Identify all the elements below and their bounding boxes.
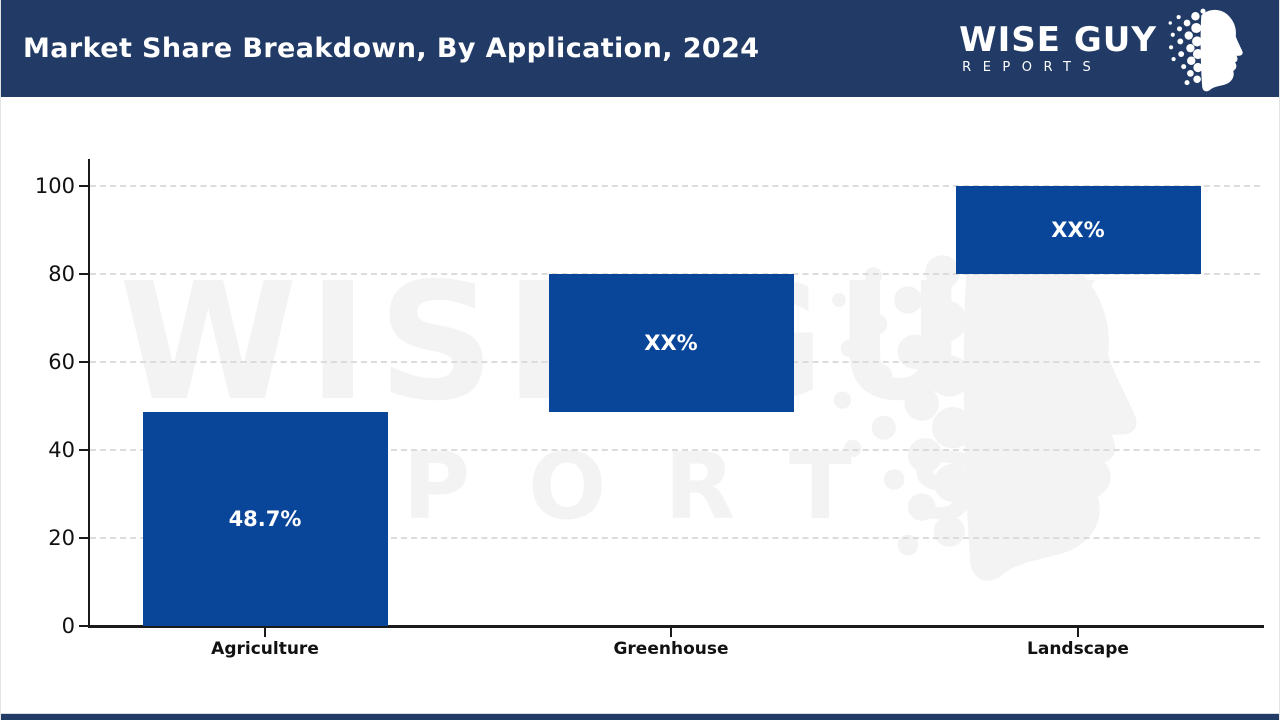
y-tick-label: 100 bbox=[34, 174, 75, 198]
y-tick-label: 60 bbox=[48, 350, 75, 374]
y-axis-tick bbox=[79, 537, 88, 539]
bar-value-label: 48.7% bbox=[228, 506, 302, 531]
x-axis-line bbox=[88, 625, 1264, 628]
y-tick-label: 40 bbox=[48, 438, 75, 462]
bar-agriculture: 48.7% bbox=[142, 411, 388, 626]
gridline bbox=[90, 185, 1260, 187]
x-tick-label: Landscape bbox=[1027, 639, 1129, 659]
x-axis-tick bbox=[264, 628, 266, 637]
x-axis-tick bbox=[1077, 628, 1079, 637]
y-axis-line bbox=[88, 159, 90, 627]
page-title: Market Share Breakdown, By Application, … bbox=[23, 33, 760, 64]
logo-face-icon bbox=[1168, 8, 1243, 91]
y-axis-tick bbox=[79, 361, 88, 363]
x-tick-label: Greenhouse bbox=[613, 639, 729, 659]
y-axis-tick bbox=[79, 625, 88, 627]
y-tick-label: 80 bbox=[48, 262, 75, 286]
header-bar: Market Share Breakdown, By Application, … bbox=[1, 0, 1279, 97]
gridline bbox=[90, 449, 1260, 451]
x-tick-label: Agriculture bbox=[211, 639, 319, 659]
bar-value-label: XX% bbox=[644, 330, 698, 355]
y-tick-label: 20 bbox=[48, 526, 75, 550]
wise-guy-logo: WISE GUY REPORTS bbox=[959, 5, 1245, 93]
x-axis-tick bbox=[670, 628, 672, 637]
logo-wordmark: WISE GUY bbox=[959, 20, 1157, 60]
gridline bbox=[90, 537, 1260, 539]
watermark-face-icon bbox=[832, 241, 1137, 581]
y-tick-label: 0 bbox=[61, 614, 75, 638]
y-axis-tick bbox=[79, 449, 88, 451]
footer-bar bbox=[1, 713, 1279, 720]
y-axis-tick bbox=[79, 273, 88, 275]
bar-greenhouse: XX% bbox=[548, 274, 794, 412]
bar-landscape: XX% bbox=[955, 186, 1201, 274]
y-axis-tick bbox=[79, 185, 88, 187]
bar-value-label: XX% bbox=[1051, 218, 1105, 242]
logo-text: WISE GUY REPORTS bbox=[959, 23, 1157, 74]
logo-subtitle: REPORTS bbox=[962, 60, 1103, 75]
chart-area: WISE GUY REPORTS 0 20 40 60 80 100 48.7% Agric… bbox=[1, 97, 1279, 713]
